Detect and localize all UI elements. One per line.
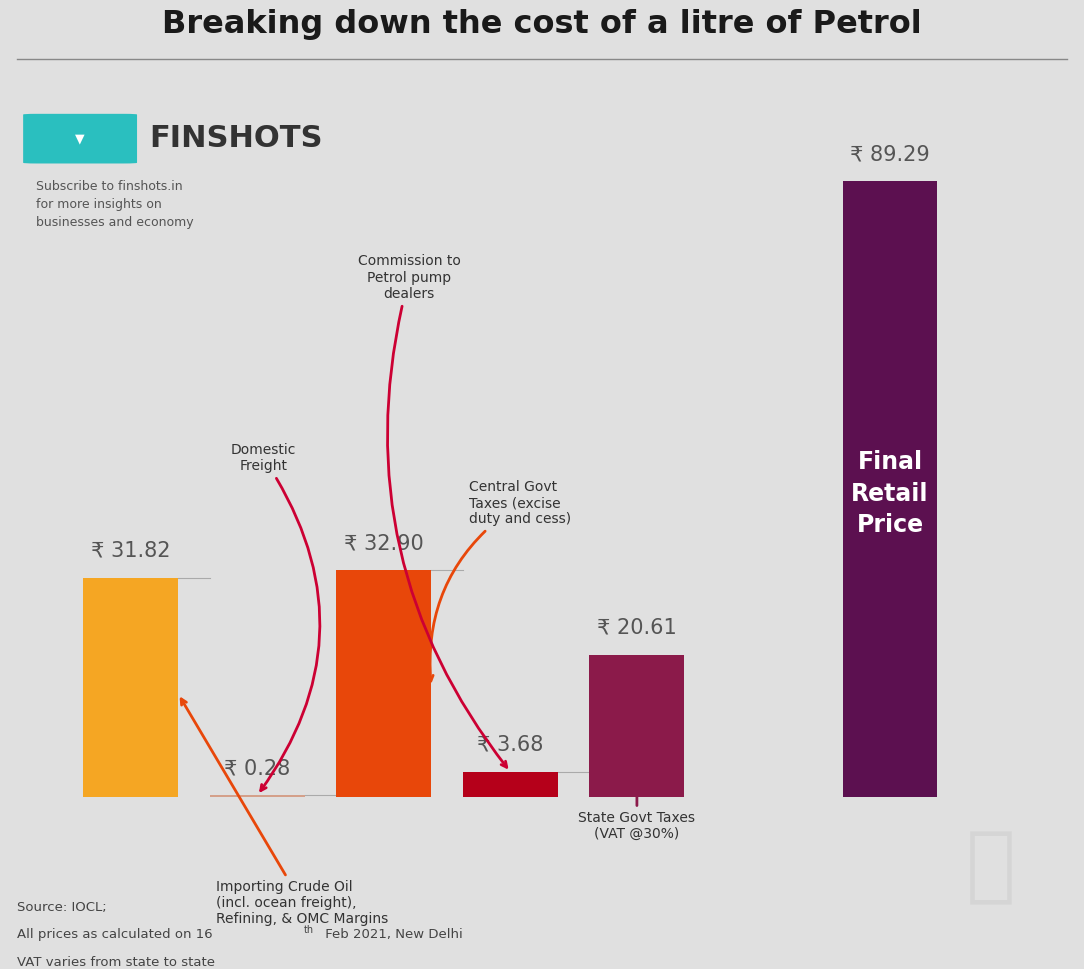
Text: VAT varies from state to state: VAT varies from state to state	[17, 956, 215, 969]
Text: th: th	[305, 924, 314, 935]
Bar	[842, 181, 938, 797]
Text: ₹ 89.29: ₹ 89.29	[850, 144, 930, 164]
Text: Breaking down the cost of a litre of Petrol: Breaking down the cost of a litre of Pet…	[163, 10, 921, 41]
Bar	[83, 578, 178, 797]
Text: Importing Crude Oil
(incl. ocean freight),
Refining, & OMC Margins: Importing Crude Oil (incl. ocean freight…	[181, 699, 388, 926]
Text: Source: IOCL;: Source: IOCL;	[17, 901, 106, 914]
Text: ₹ 0.28: ₹ 0.28	[224, 758, 291, 778]
Text: Central Govt
Taxes (excise
duty and cess): Central Govt Taxes (excise duty and cess…	[427, 480, 571, 681]
Text: ⛽: ⛽	[966, 827, 1016, 908]
Text: Final
Retail
Price: Final Retail Price	[851, 451, 929, 538]
Text: State Govt Taxes
(VAT @30%): State Govt Taxes (VAT @30%)	[579, 661, 696, 841]
Text: ▼: ▼	[75, 132, 85, 145]
Bar	[590, 655, 684, 797]
Bar	[336, 571, 431, 797]
Text: FINSHOTS: FINSHOTS	[150, 124, 323, 153]
FancyBboxPatch shape	[23, 113, 137, 164]
Text: ₹ 31.82: ₹ 31.82	[91, 541, 170, 561]
Text: Commission to
Petrol pump
dealers: Commission to Petrol pump dealers	[358, 254, 506, 767]
Text: Domestic
Freight: Domestic Freight	[231, 443, 320, 791]
Text: All prices as calculated on 16: All prices as calculated on 16	[17, 928, 212, 941]
Text: ₹ 32.90: ₹ 32.90	[344, 533, 424, 553]
Bar	[463, 772, 558, 797]
Text: Subscribe to finshots.in
for more insights on
businesses and economy: Subscribe to finshots.in for more insigh…	[36, 180, 193, 229]
Text: ₹ 20.61: ₹ 20.61	[597, 618, 676, 638]
Bar	[210, 796, 305, 797]
Text: Feb 2021, New Delhi: Feb 2021, New Delhi	[321, 928, 462, 941]
Text: ₹ 3.68: ₹ 3.68	[477, 735, 543, 755]
